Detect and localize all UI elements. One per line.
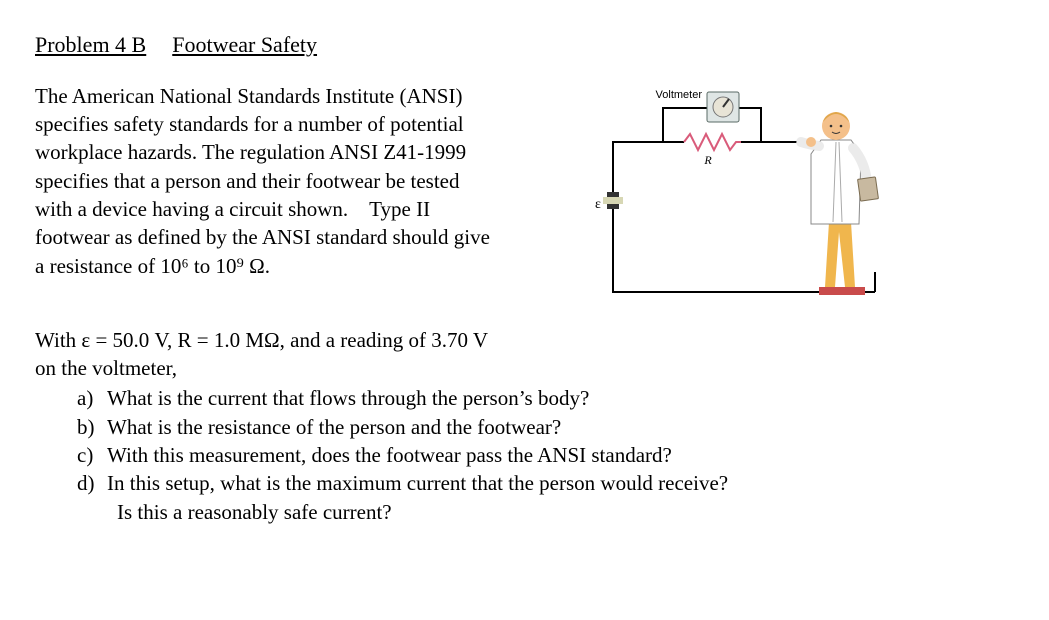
intro-l1: The American National Standards Institut… [35, 82, 575, 110]
part-c: c) With this measurement, does the footw… [77, 441, 1014, 469]
part-d-text: In this setup, what is the maximum curre… [107, 469, 728, 497]
intro-l2: specifies safety standards for a number … [35, 110, 575, 138]
voltmeter-label: Voltmeter [656, 89, 703, 101]
given-values: With ε = 50.0 V, R = 1.0 MΩ, and a readi… [35, 326, 1014, 383]
intro-l6: footwear as defined by the ANSI standard… [35, 223, 575, 251]
part-b-text: What is the resistance of the person and… [107, 413, 561, 441]
given-l1: With ε = 50.0 V, R = 1.0 MΩ, and a readi… [35, 326, 1014, 354]
part-b-letter: b) [77, 413, 107, 441]
heading-right: Footwear Safety [172, 32, 317, 57]
r-label: R [703, 153, 712, 167]
part-a-text: What is the current that flows through t… [107, 384, 589, 412]
eps-label: ε [595, 197, 601, 212]
intro-paragraph: The American National Standards Institut… [35, 82, 575, 280]
intro-l5: with a device having a circuit shown. Ty… [35, 195, 575, 223]
intro-l7: a resistance of 10⁶ to 10⁹ Ω. [35, 252, 575, 280]
intro-l3: workplace hazards. The regulation ANSI Z… [35, 138, 575, 166]
part-b: b) What is the resistance of the person … [77, 413, 1014, 441]
part-a-letter: a) [77, 384, 107, 412]
problem-heading: Problem 4 B Footwear Safety [35, 30, 1014, 60]
heading-left: Problem 4 B [35, 32, 146, 57]
question-parts: a) What is the current that flows throug… [35, 384, 1014, 526]
part-d-letter: d) [77, 469, 107, 497]
foot-plate [819, 287, 865, 295]
circuit-figure: ε R Voltmeter [589, 82, 889, 312]
given-l2: on the voltmeter, [35, 354, 1014, 382]
part-d: d) In this setup, what is the maximum cu… [77, 469, 1014, 497]
part-c-letter: c) [77, 441, 107, 469]
person-icon [801, 112, 878, 287]
part-a: a) What is the current that flows throug… [77, 384, 1014, 412]
part-c-text: With this measurement, does the footwear… [107, 441, 672, 469]
intro-l4: specifies that a person and their footwe… [35, 167, 575, 195]
part-d-line2: Is this a reasonably safe current? [77, 498, 1014, 526]
